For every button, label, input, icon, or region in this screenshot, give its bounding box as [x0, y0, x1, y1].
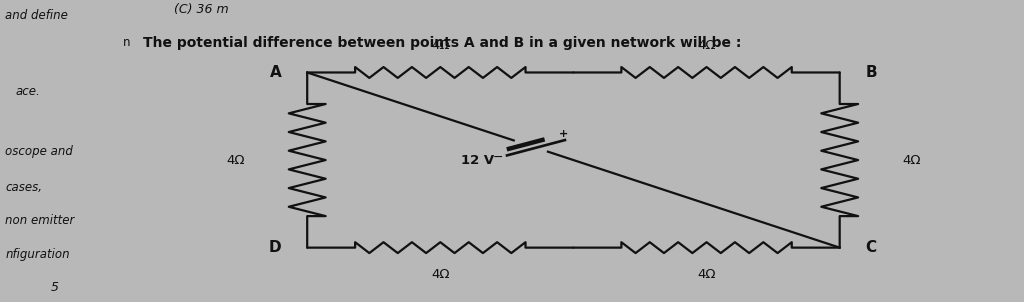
Text: −: − [493, 151, 503, 164]
Text: ace.: ace. [15, 85, 40, 98]
Text: 4Ω: 4Ω [902, 153, 921, 167]
Text: 4Ω: 4Ω [697, 268, 716, 281]
Text: non emitter: non emitter [5, 214, 75, 227]
Text: 4Ω: 4Ω [431, 268, 450, 281]
Text: cases,: cases, [5, 181, 42, 194]
Text: C: C [865, 240, 877, 255]
Text: (C) 36 m: (C) 36 m [174, 3, 228, 16]
Text: nfiguration: nfiguration [5, 248, 70, 261]
Text: and define: and define [5, 9, 68, 22]
Text: B: B [865, 65, 877, 80]
Text: oscope and: oscope and [5, 145, 73, 158]
Text: 4Ω: 4Ω [226, 153, 245, 167]
Text: A: A [270, 65, 282, 80]
Text: 4Ω: 4Ω [697, 39, 716, 52]
Text: D: D [269, 240, 282, 255]
Text: 12 V: 12 V [461, 154, 494, 167]
Text: +: + [559, 129, 568, 139]
Text: 5: 5 [51, 281, 59, 294]
Text: The potential difference between points A and B in a given network will be :: The potential difference between points … [143, 36, 741, 50]
Text: n: n [123, 36, 130, 49]
Text: 4Ω: 4Ω [431, 39, 450, 52]
